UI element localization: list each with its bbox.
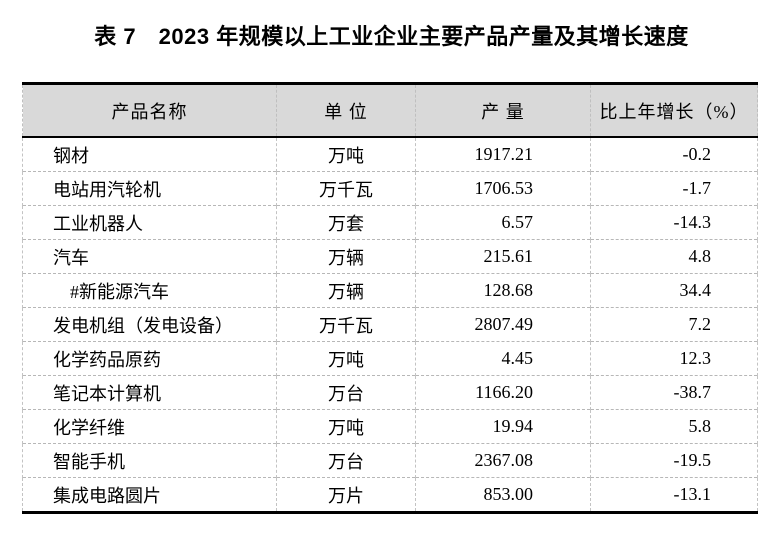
growth-cell: 12.3 [590,341,758,376]
unit-cell: 万吨 [276,136,416,172]
unit-cell: 万片 [276,477,416,513]
output-cell: 4.45 [415,341,591,376]
growth-cell: 4.8 [590,239,758,274]
table-row: 化学药品原药 万吨 4.45 12.3 [22,341,758,376]
table-row: 钢材 万吨 1917.21 -0.2 [22,136,758,172]
output-cell: 215.61 [415,239,591,274]
growth-cell: 7.2 [590,307,758,342]
growth-cell: 5.8 [590,409,758,444]
output-cell: 1166.20 [415,375,591,410]
products-output-table: 产品名称 单 位 产 量 比上年增长（%） 钢材 万吨 1917.21 -0.2… [22,82,758,514]
output-cell: 6.57 [415,205,591,240]
product-name-cell: 电站用汽轮机 [22,171,277,206]
unit-cell: 万千瓦 [276,307,416,342]
col-header-product-name: 产品名称 [22,83,277,138]
product-name-cell: 汽车 [22,239,277,274]
product-name-cell: 工业机器人 [22,205,277,240]
growth-cell: -19.5 [590,443,758,478]
product-name-cell: 钢材 [22,136,277,172]
product-name-cell: 发电机组（发电设备） [22,307,277,342]
growth-cell: -38.7 [590,375,758,410]
table-row: 笔记本计算机 万台 1166.20 -38.7 [22,375,758,410]
product-name-cell: #新能源汽车 [22,273,277,308]
table-row: 工业机器人 万套 6.57 -14.3 [22,205,758,240]
header-row: 产品名称 单 位 产 量 比上年增长（%） [22,83,758,138]
table-title: 表 7 2023 年规模以上工业企业主要产品产量及其增长速度 [94,24,689,49]
unit-cell: 万辆 [276,273,416,308]
unit-cell: 万千瓦 [276,171,416,206]
product-name-cell: 集成电路圆片 [22,477,277,513]
growth-cell: 34.4 [590,273,758,308]
growth-cell: -0.2 [590,136,758,172]
unit-cell: 万套 [276,205,416,240]
output-cell: 2367.08 [415,443,591,478]
table-row: 化学纤维 万吨 19.94 5.8 [22,409,758,444]
growth-cell: -13.1 [590,477,758,513]
growth-cell: -1.7 [590,171,758,206]
document-page: 表 7 2023 年规模以上工业企业主要产品产量及其增长速度 产品名称 单 位 … [0,22,783,536]
output-cell: 128.68 [415,273,591,308]
output-cell: 1706.53 [415,171,591,206]
output-cell: 2807.49 [415,307,591,342]
product-name-cell: 化学药品原药 [22,341,277,376]
col-header-output: 产 量 [415,83,591,138]
unit-cell: 万吨 [276,409,416,444]
col-header-unit: 单 位 [276,83,416,138]
table-body: 钢材 万吨 1917.21 -0.2 电站用汽轮机 万千瓦 1706.53 -1… [22,136,758,513]
output-cell: 19.94 [415,409,591,444]
unit-cell: 万台 [276,443,416,478]
product-name-cell: 笔记本计算机 [22,375,277,410]
output-cell: 1917.21 [415,136,591,172]
product-name-cell: 化学纤维 [22,409,277,444]
unit-cell: 万辆 [276,239,416,274]
table-row: 智能手机 万台 2367.08 -19.5 [22,443,758,478]
growth-cell: -14.3 [590,205,758,240]
product-name-cell: 智能手机 [22,443,277,478]
table-row: 发电机组（发电设备） 万千瓦 2807.49 7.2 [22,307,758,342]
unit-cell: 万台 [276,375,416,410]
table-row: 集成电路圆片 万片 853.00 -13.1 [22,477,758,513]
table-row: 电站用汽轮机 万千瓦 1706.53 -1.7 [22,171,758,206]
table-row: 汽车 万辆 215.61 4.8 [22,239,758,274]
table-header: 产品名称 单 位 产 量 比上年增长（%） [22,83,758,138]
unit-cell: 万吨 [276,341,416,376]
output-cell: 853.00 [415,477,591,513]
table-row: #新能源汽车 万辆 128.68 34.4 [22,273,758,308]
col-header-growth: 比上年增长（%） [590,83,758,138]
